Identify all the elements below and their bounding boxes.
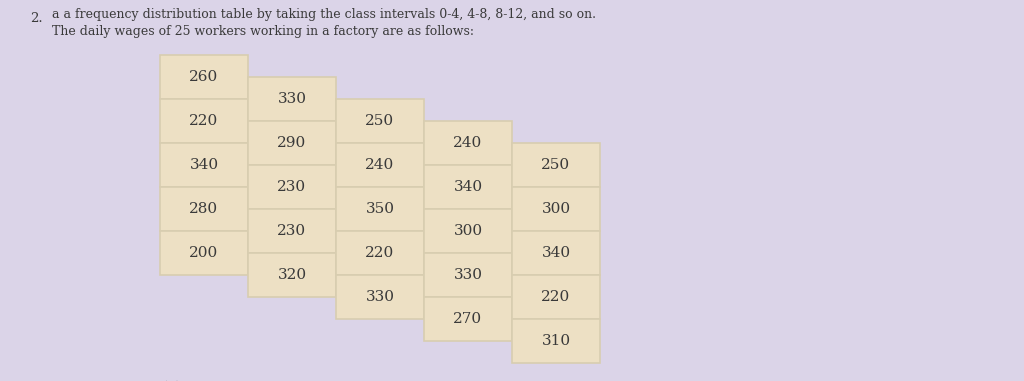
Bar <box>424 121 512 165</box>
Bar <box>160 99 248 143</box>
Text: 310: 310 <box>542 334 570 348</box>
Text: The daily wages of 25 workers working in a factory are as follows:: The daily wages of 25 workers working in… <box>52 25 474 38</box>
Bar <box>336 187 424 231</box>
Bar <box>248 77 336 121</box>
Bar <box>512 231 600 275</box>
Bar <box>248 253 336 297</box>
Text: 200: 200 <box>189 246 219 260</box>
Bar <box>336 231 424 275</box>
Text: 330: 330 <box>366 290 394 304</box>
Text: 290: 290 <box>278 136 306 150</box>
Bar <box>160 143 248 187</box>
Text: 270: 270 <box>454 312 482 326</box>
Bar <box>160 55 248 99</box>
Bar <box>512 275 600 319</box>
Text: 300: 300 <box>542 202 570 216</box>
Bar <box>160 187 248 231</box>
Bar <box>336 275 424 319</box>
Text: 280: 280 <box>189 202 218 216</box>
Text: 350: 350 <box>366 202 394 216</box>
Bar <box>512 187 600 231</box>
Text: 260: 260 <box>189 70 219 84</box>
Text: 330: 330 <box>454 268 482 282</box>
Text: 340: 340 <box>454 180 482 194</box>
Text: 250: 250 <box>542 158 570 172</box>
Text: 220: 220 <box>189 114 219 128</box>
Bar <box>424 253 512 297</box>
Bar <box>512 143 600 187</box>
Text: 220: 220 <box>366 246 394 260</box>
Text: 230: 230 <box>278 180 306 194</box>
Bar <box>424 297 512 341</box>
Text: 340: 340 <box>542 246 570 260</box>
Text: 2.: 2. <box>30 12 43 25</box>
Text: 220: 220 <box>542 290 570 304</box>
Text: a a frequency distribution table by taking the class intervals 0-4, 4-8, 8-12, a: a a frequency distribution table by taki… <box>52 8 596 21</box>
Text: 250: 250 <box>366 114 394 128</box>
Bar <box>424 209 512 253</box>
Bar <box>248 209 336 253</box>
Bar <box>248 165 336 209</box>
Bar <box>336 99 424 143</box>
Text: 240: 240 <box>366 158 394 172</box>
Text: 320: 320 <box>278 268 306 282</box>
Bar <box>248 121 336 165</box>
Text: 240: 240 <box>454 136 482 150</box>
Text: 300: 300 <box>454 224 482 238</box>
Text: 330: 330 <box>278 92 306 106</box>
Bar <box>160 231 248 275</box>
Text: 230: 230 <box>278 224 306 238</box>
Bar <box>424 165 512 209</box>
Bar <box>336 143 424 187</box>
Text: 340: 340 <box>189 158 218 172</box>
Bar <box>512 319 600 363</box>
